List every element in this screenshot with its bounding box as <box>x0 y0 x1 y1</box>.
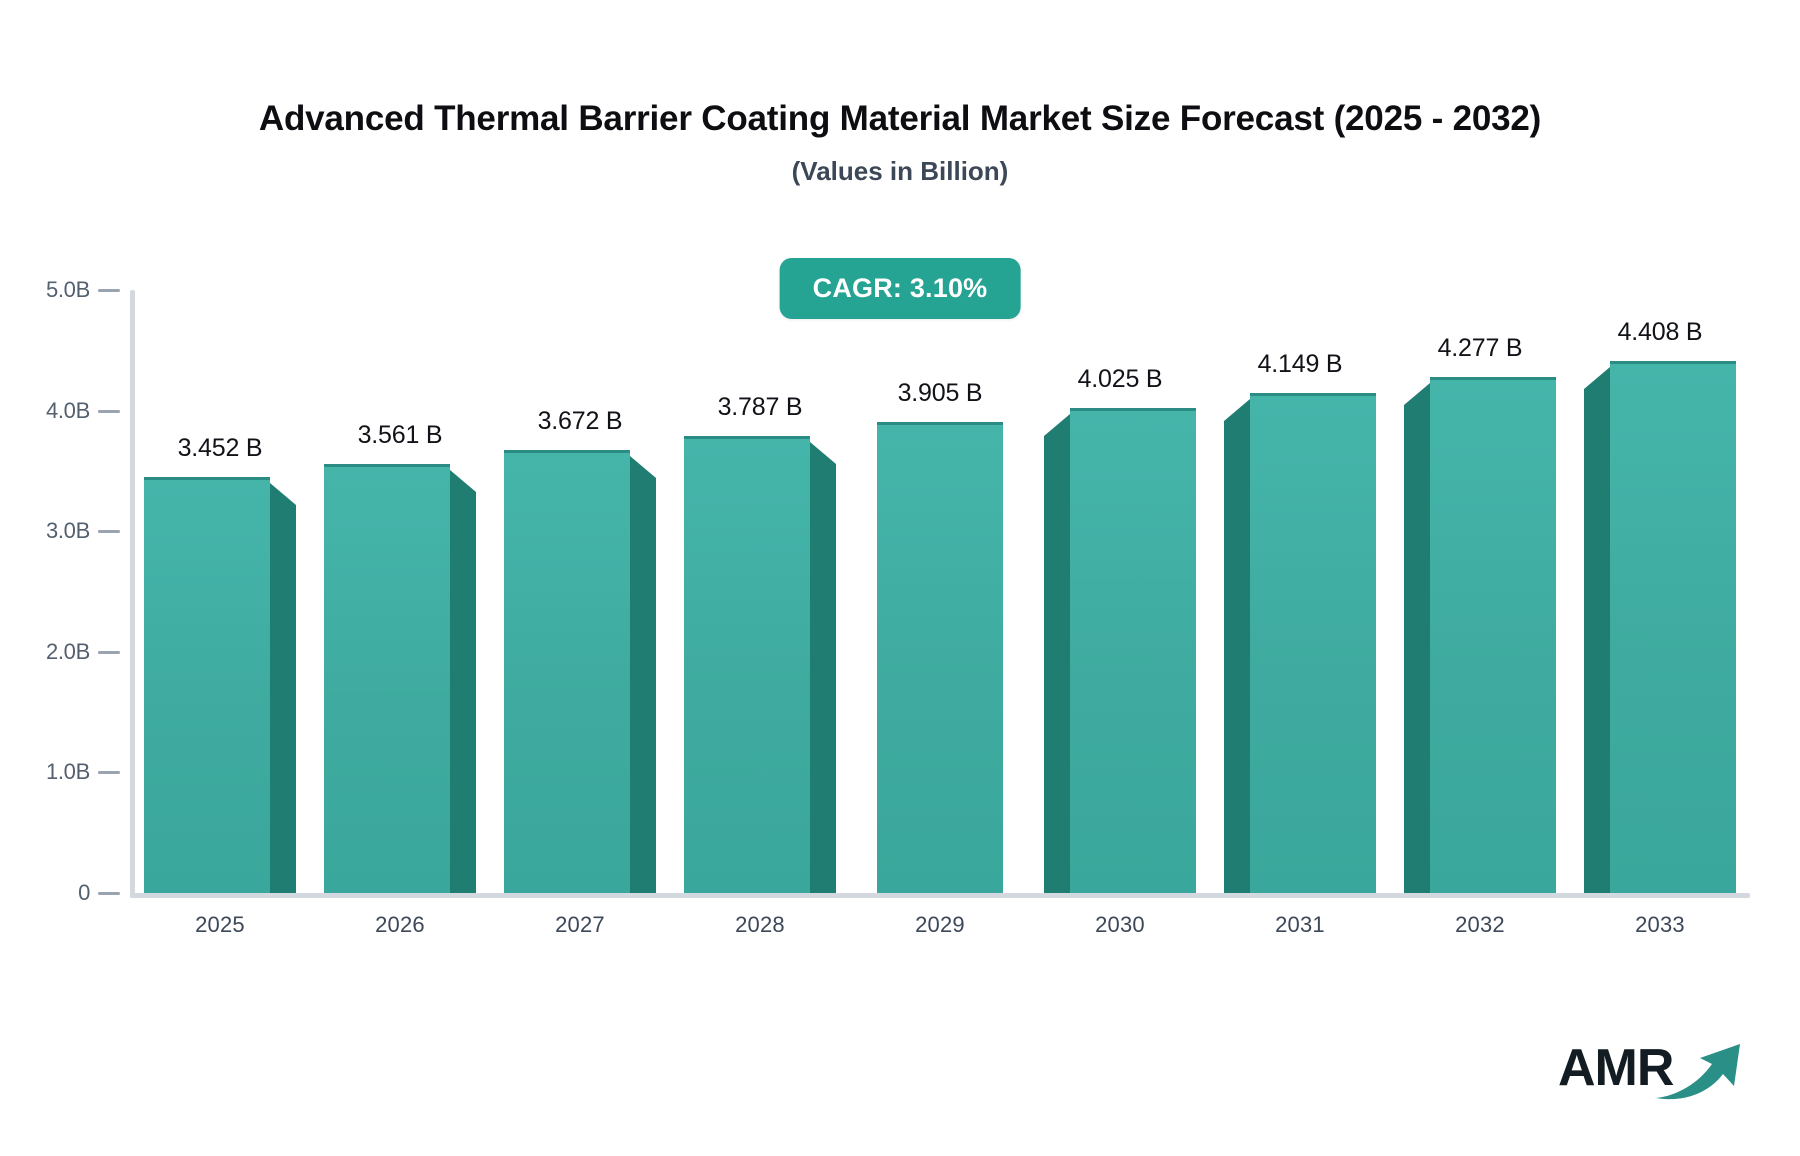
bar-front-face <box>1430 377 1556 893</box>
bar-column[interactable]: 4.149 B <box>1210 290 1390 893</box>
x-tick-label: 2030 <box>1095 912 1145 937</box>
bar-side-face <box>1044 414 1070 893</box>
bar-front-face <box>504 450 630 893</box>
chart-subtitle: (Values in Billion) <box>791 156 1009 186</box>
x-axis-labels: 2025 2026 2027 2028 2029 2030 2031 2032 2033 <box>130 912 1750 952</box>
bar-column[interactable]: 4.277 B <box>1390 290 1570 893</box>
y-tick-label: 4.0B <box>45 397 90 423</box>
cagr-badge: CAGR: 3.10% <box>779 258 1021 319</box>
bar-column[interactable]: 3.452 B <box>130 290 310 893</box>
bar-side-face <box>630 456 656 893</box>
y-tick-label: 5.0B <box>45 277 90 302</box>
x-tick-label: 2025 <box>195 912 245 937</box>
y-tick-mark <box>98 289 120 292</box>
amr-logo: AMR <box>1558 1034 1748 1114</box>
x-tick-label: 2026 <box>375 912 425 937</box>
y-tick-mark <box>98 771 120 775</box>
bar-value-label: 3.561 B <box>357 421 443 449</box>
bar-side-face <box>270 483 296 893</box>
bar-column[interactable]: 4.025 B <box>1030 290 1210 893</box>
x-tick-label: 2031 <box>1275 912 1325 937</box>
x-tick-label: 2027 <box>555 912 605 937</box>
y-tick-mark <box>98 530 120 534</box>
bar-value-label: 4.149 B <box>1257 350 1343 378</box>
bar-column[interactable]: 3.787 B <box>670 290 850 893</box>
bar-column[interactable]: 3.561 B <box>310 290 490 893</box>
bar-value-label: 3.452 B <box>177 434 263 462</box>
bar-value-label: 3.905 B <box>897 379 983 407</box>
growth-arrow-icon <box>1656 1044 1740 1100</box>
bar-value-label: 3.672 B <box>537 407 623 435</box>
x-tick-label: 2032 <box>1455 912 1505 937</box>
y-tick-label: 0 <box>78 880 90 905</box>
y-axis-labels: 0 1.0B 2.0B 3.0B 4.0B 5.0B <box>0 277 90 905</box>
bar-front-face <box>1250 393 1376 893</box>
bar-front-face <box>877 422 1003 893</box>
y-tick-mark <box>98 892 120 895</box>
bar-side-face <box>1404 383 1430 893</box>
bar-series: 3.452 B 3.561 B 3.672 B 3.787 B 3.905 B 4.025… <box>130 290 1750 898</box>
title-block: Advanced Thermal Barrier Coating Materia… <box>0 98 1800 187</box>
y-tick-mark <box>98 409 120 413</box>
bar-value-label: 3.787 B <box>717 393 803 421</box>
bar-front-face <box>1070 408 1196 893</box>
x-tick-label: 2028 <box>735 912 785 937</box>
bar-side-face <box>1224 399 1250 893</box>
bar-column[interactable]: 3.905 B <box>850 290 1030 893</box>
bar-side-face <box>1584 367 1610 893</box>
bar-value-label: 4.025 B <box>1077 365 1163 393</box>
logo-wordmark: AMR <box>1558 1039 1674 1097</box>
x-tick-label: 2033 <box>1635 912 1685 937</box>
bar-side-face <box>810 442 836 893</box>
bar-front-face <box>324 464 450 893</box>
bar-side-face <box>450 470 476 893</box>
bar-front-face <box>684 436 810 893</box>
y-tick-label: 3.0B <box>45 518 90 544</box>
bar-front-face <box>144 477 270 893</box>
x-tick-label: 2029 <box>915 912 965 937</box>
bar-value-label: 4.277 B <box>1437 334 1523 362</box>
bar-value-label: 4.408 B <box>1617 318 1703 346</box>
y-tick-mark <box>98 650 120 654</box>
bar-column[interactable]: 3.672 B <box>490 290 670 893</box>
plot-area: 0 1.0B 2.0B 3.0B 4.0B 5.0B 3.452 B 3.561 B 3.67… <box>46 277 1750 905</box>
y-tick-label: 2.0B <box>45 638 90 664</box>
y-axis-line <box>130 290 135 898</box>
bar-front-face <box>1610 361 1736 893</box>
y-tick-label: 1.0B <box>45 759 90 785</box>
page-title: Advanced Thermal Barrier Coating Materia… <box>258 99 1542 138</box>
bar-column[interactable]: 4.408 B <box>1570 290 1750 893</box>
x-axis-line <box>130 893 1750 898</box>
